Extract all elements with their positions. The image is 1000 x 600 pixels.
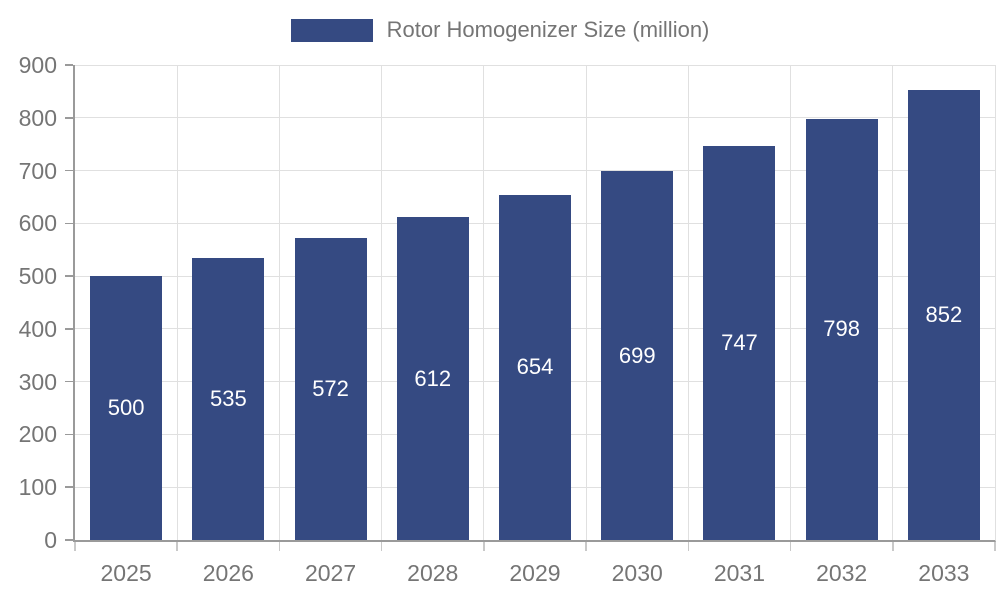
x-axis-tick-label: 2032 [816, 560, 868, 586]
x-axis-tick-label: 2033 [918, 560, 970, 586]
y-axis-tick [65, 222, 73, 225]
y-axis-tick-label: 400 [18, 315, 57, 342]
x-gridline [483, 65, 485, 540]
x-axis-tick [892, 542, 894, 551]
bar[interactable] [294, 238, 367, 540]
bar[interactable] [192, 257, 265, 540]
x-axis-tick [176, 542, 178, 551]
x-axis-tick-label: 2027 [304, 560, 357, 586]
y-gridline [75, 117, 995, 119]
y-axis-tick [65, 380, 73, 383]
y-axis-tick-label: 700 [18, 157, 57, 184]
x-axis-tick [278, 542, 281, 551]
bar[interactable] [805, 118, 878, 540]
bar[interactable] [396, 217, 469, 540]
x-axis-tick-label: 2030 [611, 560, 663, 586]
y-axis-tick [65, 117, 73, 119]
bar[interactable] [907, 90, 980, 540]
x-gridline [687, 65, 689, 540]
y-axis-tick-label: 800 [18, 104, 57, 131]
y-axis-tick-label: 200 [18, 421, 57, 448]
y-axis-tick-label: 0 [44, 527, 57, 553]
x-axis-tick [789, 542, 792, 551]
x-axis-tick [483, 542, 485, 551]
x-gridline [585, 65, 587, 540]
y-axis-tick [65, 433, 73, 436]
y-axis-tick-label: 100 [18, 474, 57, 501]
bar[interactable] [90, 276, 163, 540]
legend[interactable]: Rotor Homogenizer Size (million) [0, 17, 1000, 43]
y-axis-tick [65, 169, 73, 172]
x-axis-tick-label: 2029 [509, 560, 561, 586]
y-axis-tick-label: 600 [18, 210, 57, 237]
bar[interactable] [601, 171, 674, 540]
x-gridline [176, 65, 178, 540]
y-axis-tick [65, 64, 73, 66]
x-axis-tick [585, 542, 587, 551]
y-gridline [75, 64, 995, 66]
x-axis-tick-label: 2025 [100, 560, 152, 586]
y-axis-tick [65, 328, 73, 330]
y-axis-tick-label: 300 [18, 368, 57, 395]
y-axis-tick [65, 486, 73, 488]
legend-swatch [290, 18, 373, 42]
x-axis-tick-label: 2028 [407, 560, 459, 586]
x-axis-tick [687, 542, 690, 551]
x-axis-tick-label: 2031 [713, 560, 766, 586]
y-axis-tick-label: 500 [18, 263, 57, 290]
y-axis-tick [65, 539, 73, 541]
y-gridline [75, 170, 995, 172]
y-axis-tick [65, 275, 73, 277]
x-gridline [892, 65, 894, 540]
x-axis-tick [994, 542, 996, 551]
x-axis-tick [74, 542, 76, 551]
bar[interactable] [499, 194, 571, 540]
plot-area: 0 100 200 300 400 500 600 700 800 900 500 2025 535 20… [19, 52, 996, 586]
bar[interactable] [703, 145, 776, 540]
x-axis-tick [380, 542, 383, 551]
x-axis-tick-label: 2026 [202, 560, 254, 586]
x-gridline [381, 65, 383, 540]
y-axis-tick-label: 900 [18, 52, 57, 78]
legend-label: Rotor Homogenizer Size (million) [386, 17, 710, 42]
x-gridline [278, 65, 280, 540]
x-gridline [790, 65, 792, 540]
